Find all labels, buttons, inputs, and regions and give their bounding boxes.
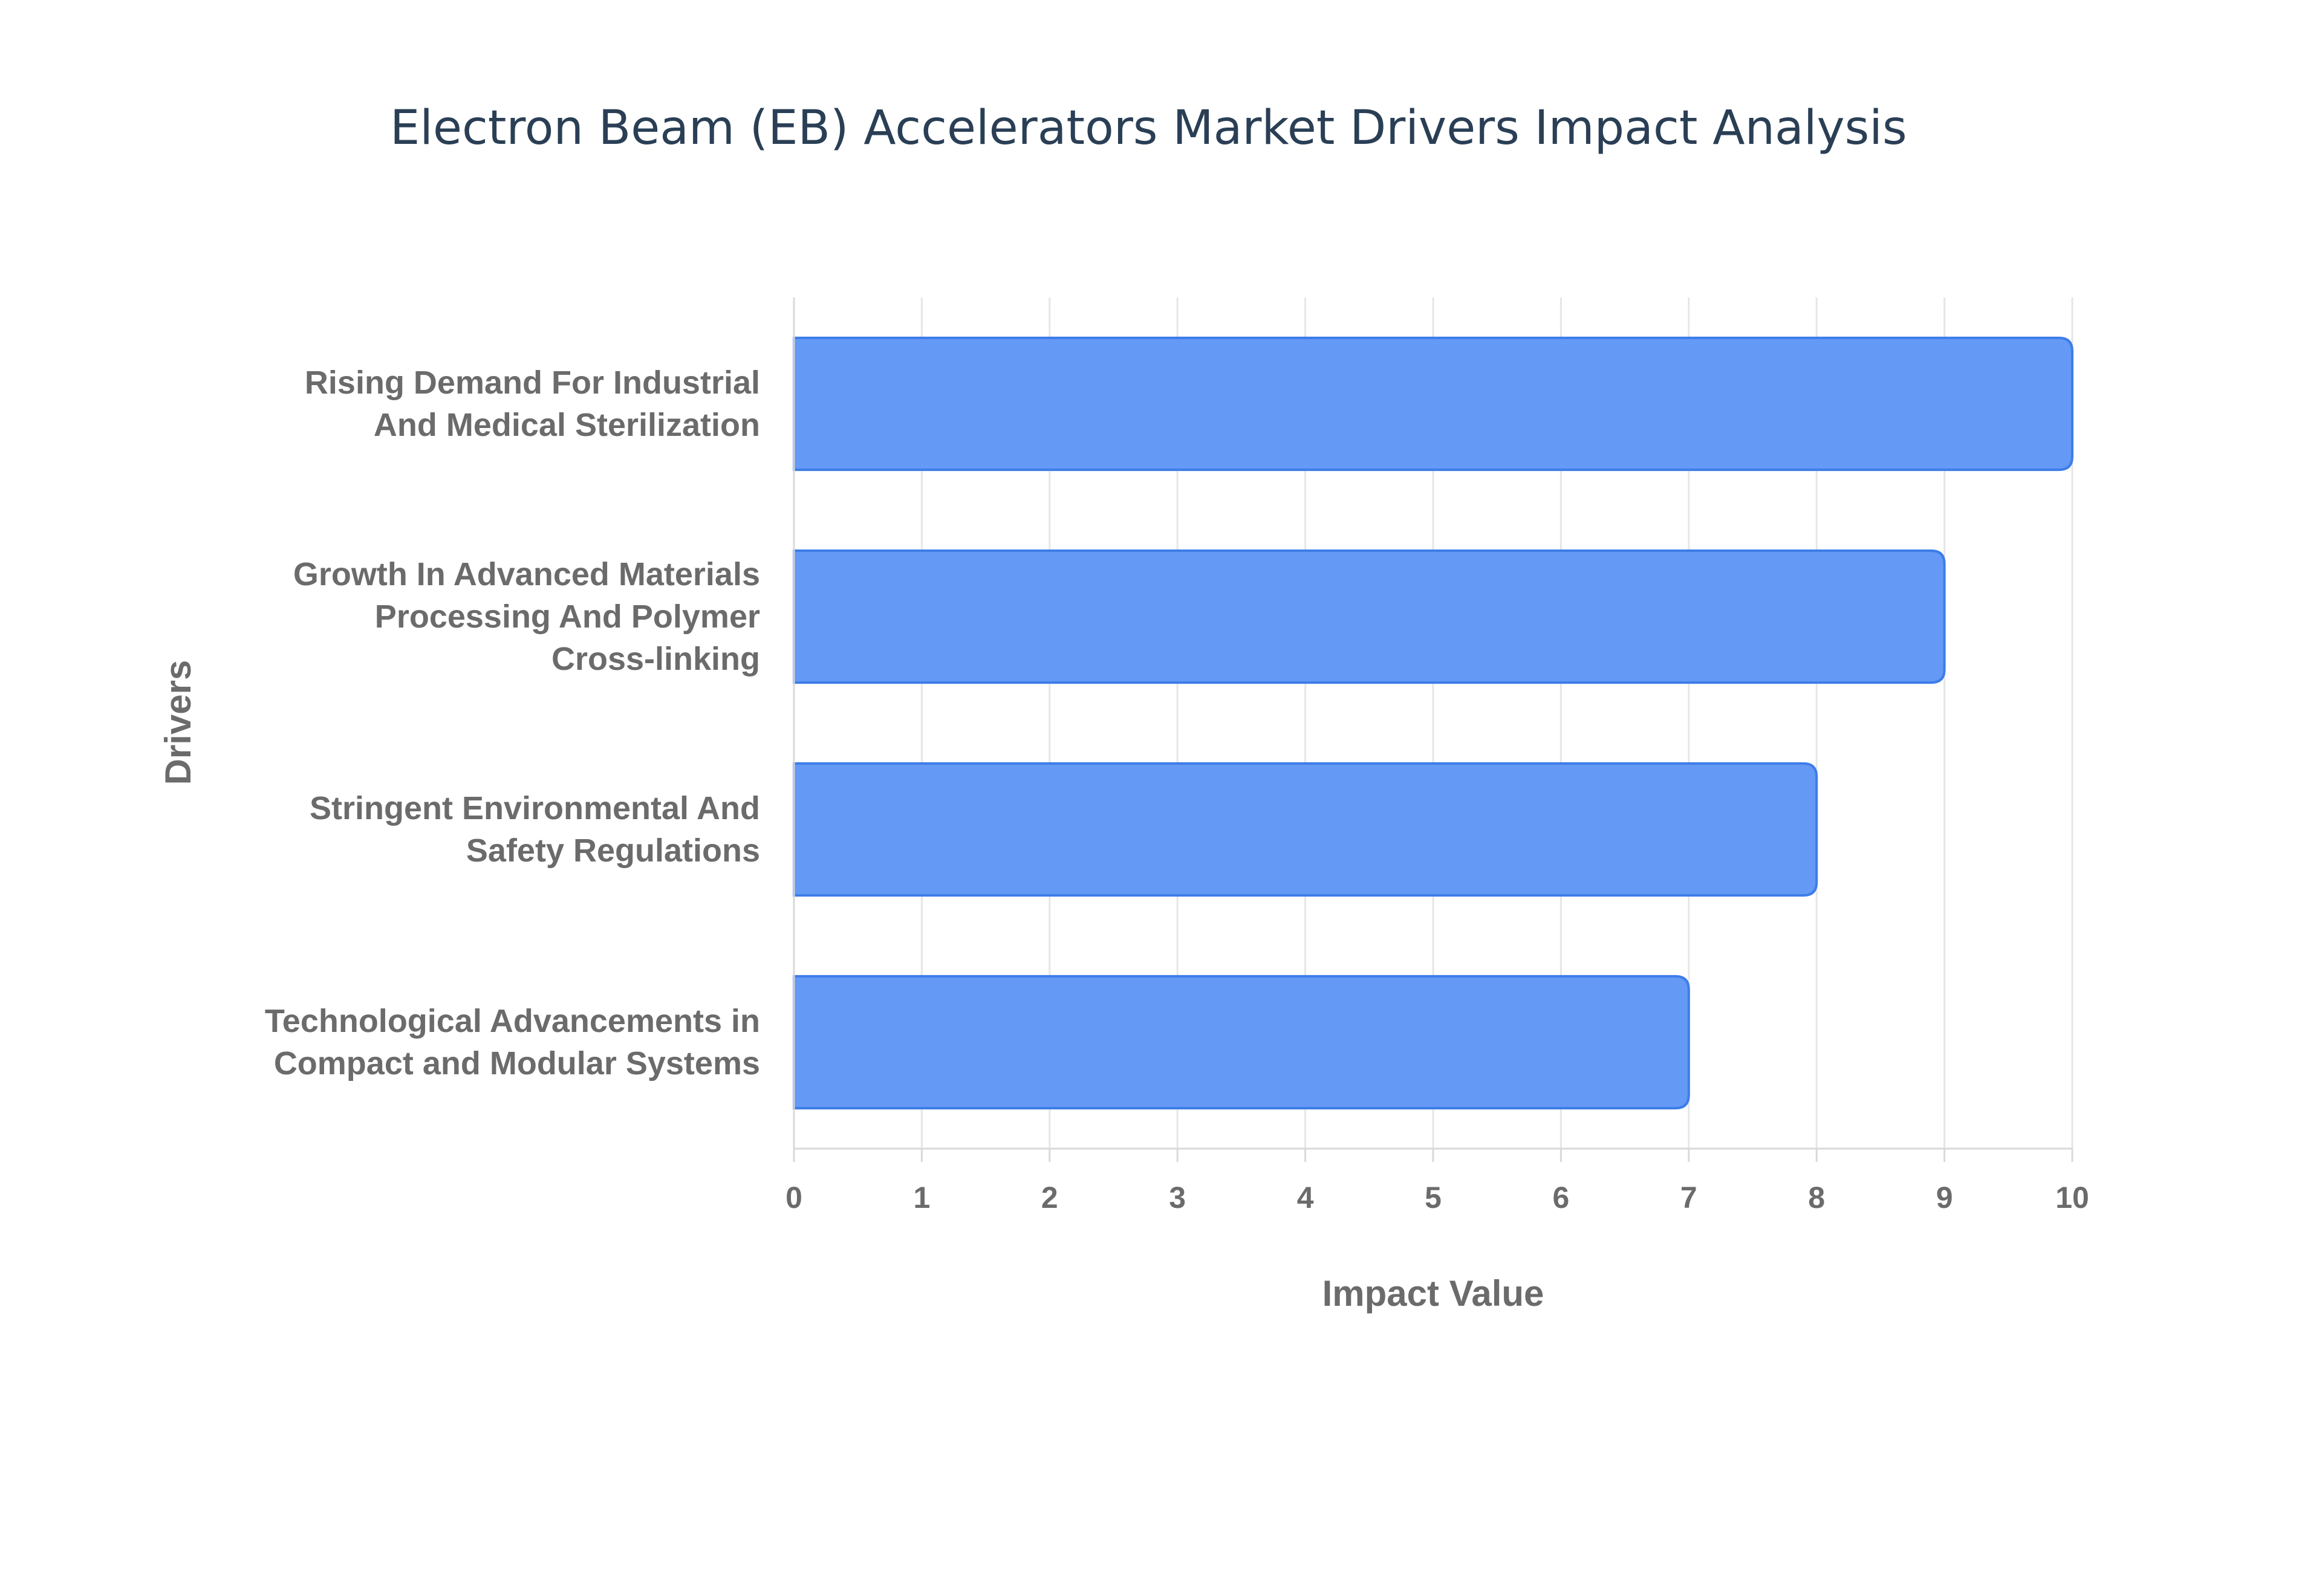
- chart-title: Electron Beam (EB) Accelerators Market D…: [390, 101, 1907, 155]
- y-axis-title: Drivers: [158, 660, 198, 785]
- x-tick-label: 4: [1297, 1181, 1314, 1215]
- x-tick-label: 3: [1169, 1181, 1186, 1215]
- y-category-label: Rising Demand For Industrial And Medical …: [305, 365, 760, 443]
- x-tick-label: 10: [2055, 1181, 2089, 1215]
- x-tick-label: 9: [1936, 1181, 1953, 1215]
- bar: [793, 762, 1818, 897]
- bar: [793, 975, 1690, 1110]
- x-tick-label: 7: [1680, 1181, 1697, 1215]
- y-category-label: Technological Advancements in Compact and…: [265, 1003, 760, 1082]
- x-tick-label: 8: [1808, 1181, 1825, 1215]
- x-tick-label: 6: [1552, 1181, 1569, 1215]
- bar: [793, 336, 2073, 472]
- x-tick-label: 0: [785, 1181, 802, 1215]
- x-tick-label: 1: [913, 1181, 930, 1215]
- y-axis-labels: Rising Demand For Industrial And Medical …: [265, 365, 760, 1082]
- x-axis-title: Impact Value: [1322, 1273, 1544, 1314]
- y-category-label: Growth In Advanced Materials Processing A…: [293, 556, 760, 677]
- y-category-label: Stringent Environmental And Safety Regula…: [310, 790, 760, 869]
- bars: [793, 336, 2073, 1110]
- x-tick-label: 2: [1041, 1181, 1058, 1215]
- bar: [793, 549, 1946, 684]
- x-tick-label: 5: [1425, 1181, 1442, 1215]
- x-axis: 0 1 2 3 4 5 6 7 8 9 10: [785, 297, 2089, 1215]
